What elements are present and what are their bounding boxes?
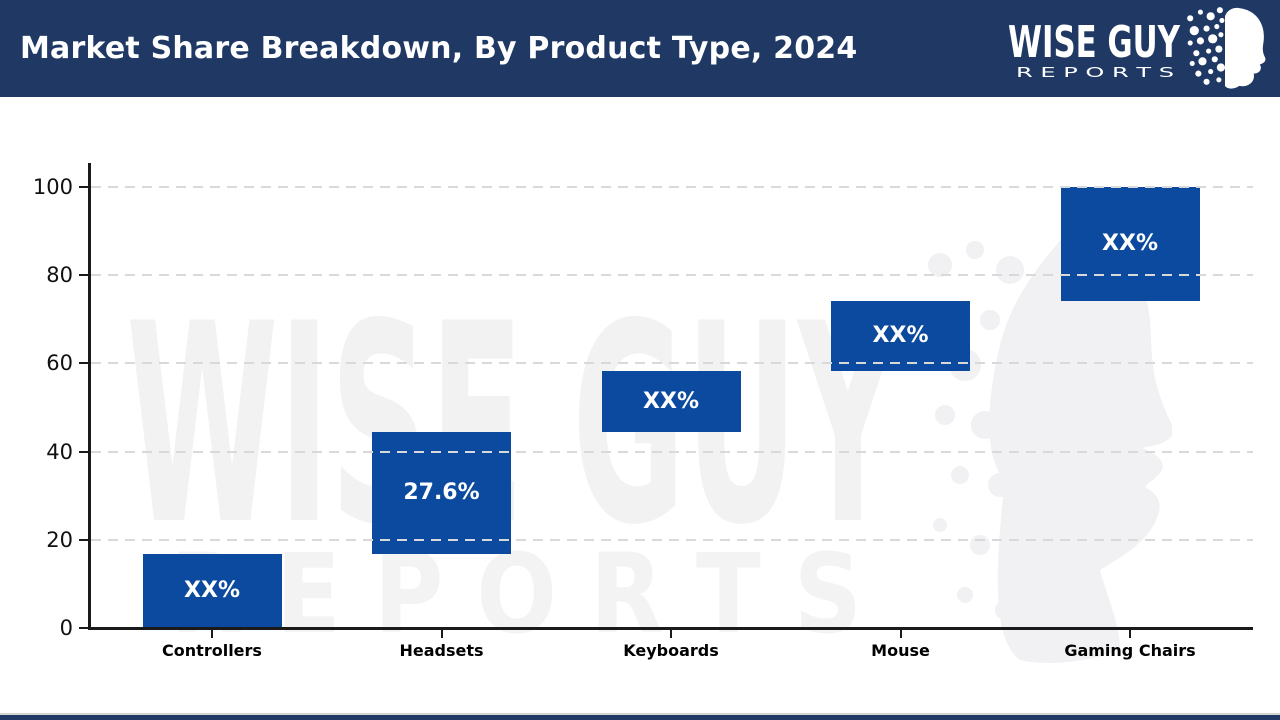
bar-value-label: XX% [872,323,929,349]
bar-keyboards [601,371,741,433]
xtick-mark [440,630,443,638]
bar-value-label: XX% [184,577,240,603]
xcat-label-headsets: Headsets [399,641,484,660]
wiseguy-head-icon [1184,4,1266,94]
ytick-mark [79,538,88,541]
svg-text:R E P O R T S: R E P O R T S [170,530,862,644]
ytick-mark [79,362,88,365]
wiseguy-logo-text: WISE GUY R E P O R T S [1008,17,1190,81]
ytick-label: 40 [46,439,73,464]
bar-value-label: 27.6% [403,480,480,506]
xtick-mark [1129,630,1131,638]
footer-bar [0,713,1280,720]
xcat-label-mouse: Mouse [871,641,930,660]
gridline-y40 [91,450,1253,453]
bar-controllers [142,553,282,628]
ytick-label: 80 [46,263,73,288]
ytick-label: 20 [46,527,73,552]
ytick-mark [79,450,88,453]
xcat-label-gaming-chairs: Gaming Chairs [1064,641,1196,660]
bar-value-label: XX% [1102,230,1158,256]
logo-wordmark: WISE GUY [1008,17,1181,68]
y-axis-line [88,163,91,630]
header-bar: Market Share Breakdown, By Product Type,… [0,0,1280,97]
xcat-label-keyboards: Keyboards [623,641,719,660]
logo-sub-wordmark: R E P O R T S [1016,66,1174,81]
ytick-mark [79,274,88,277]
xtick-mark [899,630,902,638]
chart-title: Market Share Breakdown, By Product Type,… [20,31,858,66]
xtick-mark [211,630,213,638]
wiseguy-logo: WISE GUY R E P O R T S [1008,4,1266,94]
bar-mouse [831,300,970,372]
ytick-label: 60 [46,351,73,376]
ytick-label: 0 [59,616,73,640]
gridline-y20 [91,538,1253,541]
xtick-mark [670,630,672,638]
bar-value-label: XX% [643,388,699,414]
ytick-mark [79,186,88,188]
ytick-label: 100 [32,175,73,199]
gridline-y80 [91,274,1253,277]
gridline-y100 [91,186,1253,188]
bar-gaming-chairs [1060,187,1200,301]
ytick-mark [79,627,88,629]
xcat-label-controllers: Controllers [162,641,262,660]
x-axis-line [88,627,1253,630]
gridline-y60 [91,362,1253,365]
